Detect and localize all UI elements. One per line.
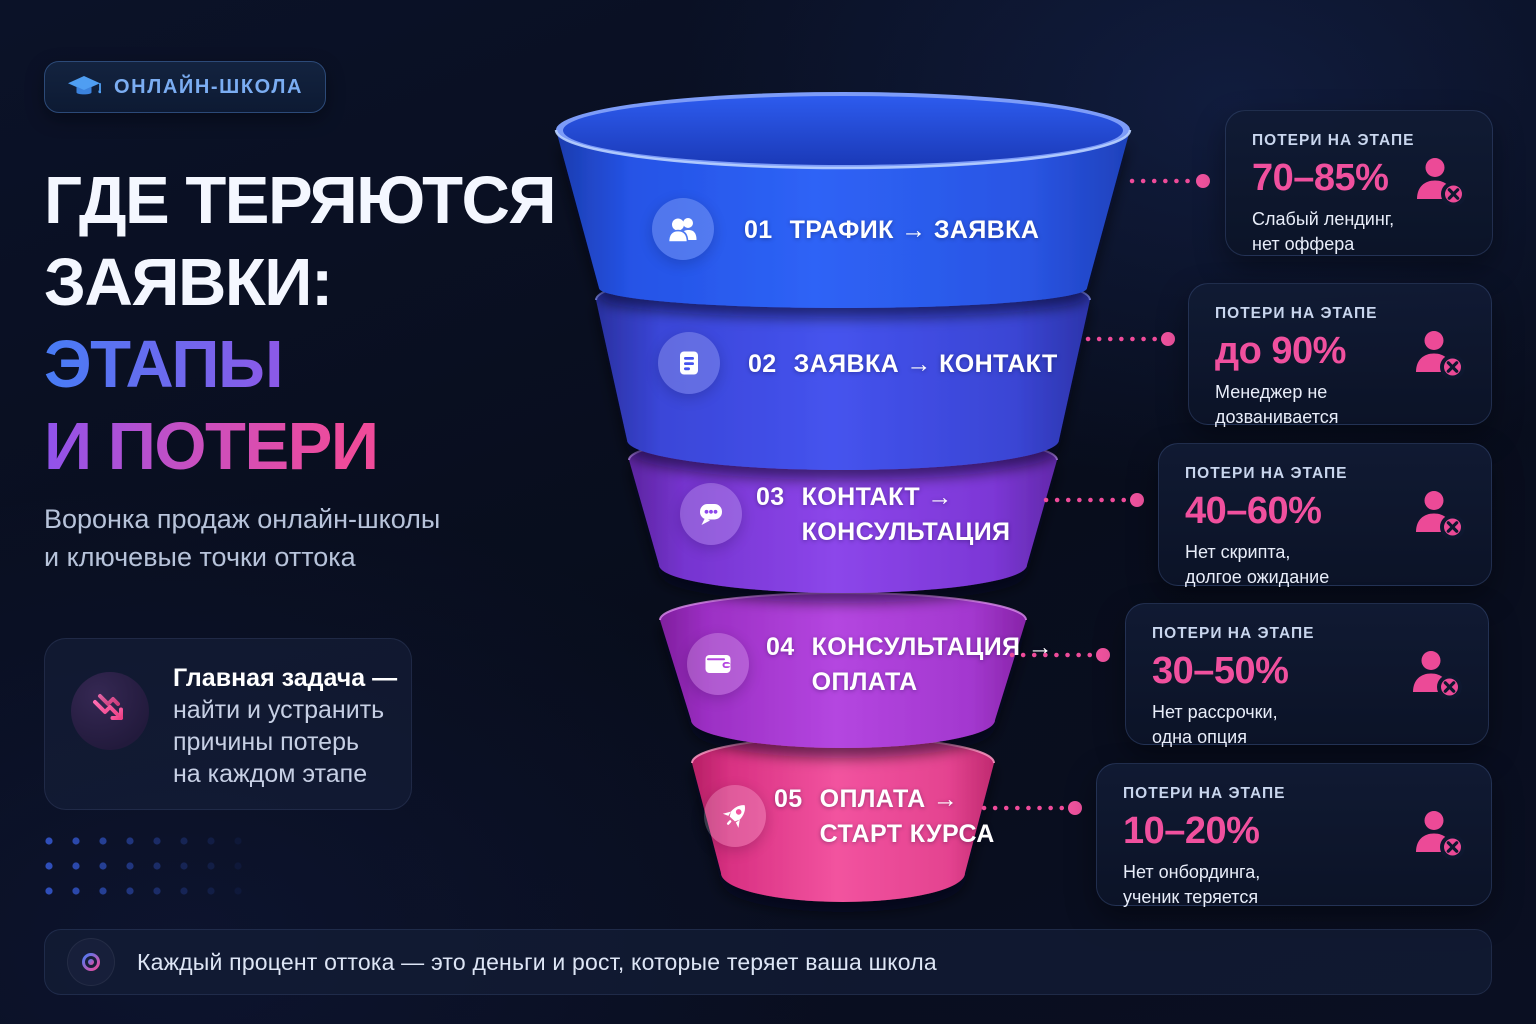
school-badge: ОНЛАЙН-ШКОЛА: [44, 61, 326, 113]
target-icon: [67, 938, 115, 986]
funnel-stage-3-label: 03 КОНТАКТ → КОНСУЛЬТАЦИЯ: [756, 480, 1010, 550]
chat-icon: [680, 483, 742, 545]
main-task-text: Главная задача — найти и устранить причи…: [173, 662, 397, 790]
title-line-4: И ПОТЕРИ: [44, 406, 379, 488]
loss-card-stage-5: ПОТЕРИ НА ЭТАПЕ 10–20% Нет онбординга, уч…: [1096, 763, 1492, 907]
badge-label: ОНЛАЙН-ШКОЛА: [114, 75, 303, 98]
user-x-icon: [1417, 158, 1466, 207]
stage-number: 04: [766, 633, 795, 661]
users-icon: [652, 198, 714, 260]
user-x-icon: [1416, 811, 1465, 860]
wallet-icon: [687, 633, 749, 695]
subtitle-line-1: Воронка продаж онлайн-школы: [44, 504, 441, 534]
loss-card-stage-1: ПОТЕРИ НА ЭТАПЕ 70–85% Слабый лендинг, не…: [1225, 110, 1493, 256]
funnel-stage-4-label: 04 КОНСУЛЬТАЦИЯ → ОПЛАТА: [766, 630, 1053, 700]
user-x-icon: [1416, 331, 1465, 380]
rocket-icon: [704, 785, 766, 847]
user-x-icon: [1413, 651, 1462, 700]
title-line-3: ЭТАПЫ: [44, 324, 284, 406]
funnel-stage-2-label: 02 ЗАЯВКА → КОНТАКТ: [748, 347, 1058, 382]
funnel-stage-1-label: 01 ТРАФИК → ЗАЯВКА: [744, 213, 1039, 248]
dots-pattern-decoration: [45, 837, 242, 895]
loss-card-value: 40–60%: [1185, 490, 1322, 532]
funnel-shapes: [554, 92, 1132, 902]
footer-note: Каждый процент оттока — это деньги и рос…: [44, 929, 1492, 995]
loss-card-stage-2: ПОТЕРИ НА ЭТАПЕ до 90% Менеджер не дозван…: [1188, 283, 1492, 427]
loss-card-title: ПОТЕРИ НА ЭТАПЕ: [1252, 132, 1415, 149]
funnel-stage-1-shape: [554, 92, 1132, 308]
loss-card-title: ПОТЕРИ НА ЭТАПЕ: [1123, 785, 1286, 802]
trend-down-icon: [71, 672, 149, 750]
loss-card-desc: Нет скрипта, долгое ожидание: [1185, 542, 1330, 587]
loss-card-value: 30–50%: [1152, 650, 1289, 692]
sales-funnel: 01 ТРАФИК → ЗАЯВКА 02 ЗАЯВКА → КОНТАКТ 0…: [540, 80, 1160, 920]
loss-card-desc: Слабый лендинг, нет оффера: [1252, 209, 1395, 254]
subtitle-line-2: и ключевые точки оттока: [44, 542, 356, 572]
loss-card-stage-3: ПОТЕРИ НА ЭТАПЕ 40–60% Нет скрипта, долго…: [1158, 443, 1492, 587]
loss-card-desc: Менеджер не дозванивается: [1215, 382, 1339, 427]
loss-card-value: до 90%: [1215, 330, 1346, 372]
title-line-1: ГДЕ ТЕРЯЮТСЯ: [44, 163, 557, 238]
document-icon: [658, 332, 720, 394]
task-line-4: на каждом этапе: [173, 760, 368, 788]
stage-number: 05: [774, 785, 803, 813]
loss-card-desc: Нет онбординга, ученик теряется: [1123, 862, 1261, 907]
funnel-stage-4-shape: [659, 592, 1027, 748]
loss-card-title: ПОТЕРИ НА ЭТАПЕ: [1215, 305, 1378, 322]
loss-card-value: 70–85%: [1252, 157, 1389, 199]
page-title: ГДЕ ТЕРЯЮТСЯ ЗАЯВКИ: ЭТАПЫ И ПОТЕРИ: [44, 160, 557, 488]
loss-card-stage-4: ПОТЕРИ НА ЭТАПЕ 30–50% Нет рассрочки, одн…: [1125, 603, 1489, 747]
task-line-3: причины потерь: [173, 728, 360, 756]
footer-text: Каждый процент оттока — это деньги и рос…: [137, 948, 937, 975]
subtitle: Воронка продаж онлайн-школы и ключевые т…: [44, 500, 440, 576]
task-line-2: найти и устранить: [173, 696, 385, 724]
loss-card-title: ПОТЕРИ НА ЭТАПЕ: [1152, 625, 1315, 642]
title-line-2: ЗАЯВКИ:: [44, 245, 333, 320]
loss-card-desc: Нет рассрочки, одна опция: [1152, 702, 1278, 747]
funnel-stage-5-label: 05 ОПЛАТА → СТАРТ КУРСА: [774, 782, 995, 852]
stage-number: 02: [748, 350, 777, 378]
loss-card-title: ПОТЕРИ НА ЭТАПЕ: [1185, 465, 1348, 482]
main-task-card: Главная задача — найти и устранить причи…: [44, 638, 412, 810]
task-lead: Главная задача —: [173, 664, 398, 692]
stage-number: 03: [756, 483, 785, 511]
graduation-cap-icon: [68, 76, 101, 95]
loss-card-value: 10–20%: [1123, 810, 1260, 852]
stage-number: 01: [744, 216, 773, 244]
user-x-icon: [1416, 491, 1465, 540]
